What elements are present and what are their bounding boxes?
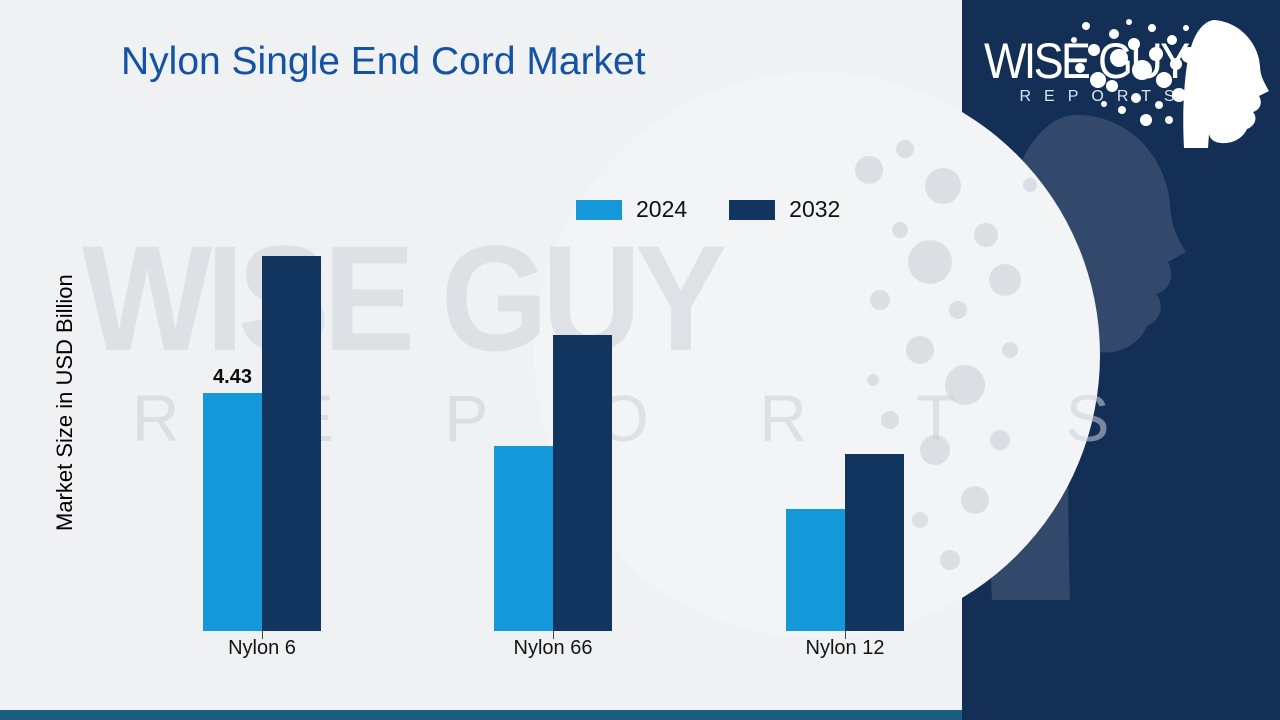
legend-item-2024: 2024: [576, 196, 687, 223]
page-title: Nylon Single End Cord Market: [121, 40, 646, 83]
x-axis-tick: [844, 631, 846, 639]
x-axis-tick: [552, 631, 554, 639]
legend-item-2032: 2032: [729, 196, 840, 223]
data-label: 4.43: [213, 366, 252, 388]
dotted-face-watermark: [855, 140, 1037, 570]
x-axis-label-nylon-6: Nylon 6: [228, 637, 296, 659]
bar-2032-nylon-12: [845, 454, 904, 631]
bottom-accent-strip: [0, 710, 1280, 720]
bar-2032-nylon-66: [553, 335, 612, 631]
y-axis-label: Market Size in USD Billion: [52, 274, 77, 532]
brand-logo: WISE GUY REPORTS: [962, 0, 1280, 160]
x-axis-label-nylon-12: Nylon 12: [805, 637, 885, 659]
chart-legend: 2024 2032: [576, 196, 840, 223]
face-profile-dots-icon: [1071, 19, 1269, 148]
legend-label: 2024: [636, 196, 688, 222]
bar-2024-nylon-6: [203, 393, 262, 631]
legend-swatch-2024: [576, 199, 622, 220]
brand-name: WISE GUY: [984, 33, 1190, 89]
bar-2032-nylon-6: [262, 256, 321, 631]
legend-swatch-2032: [729, 199, 776, 220]
watermark-line1: WISE GUY: [82, 214, 727, 382]
bar-2024-nylon-66: [494, 446, 553, 631]
legend-label: 2032: [789, 196, 841, 222]
x-axis-tick: [261, 631, 263, 639]
x-axis-label-nylon-66: Nylon 66: [513, 637, 593, 659]
bar-2024-nylon-12: [786, 509, 845, 631]
circle-cutout: [534, 72, 1100, 638]
